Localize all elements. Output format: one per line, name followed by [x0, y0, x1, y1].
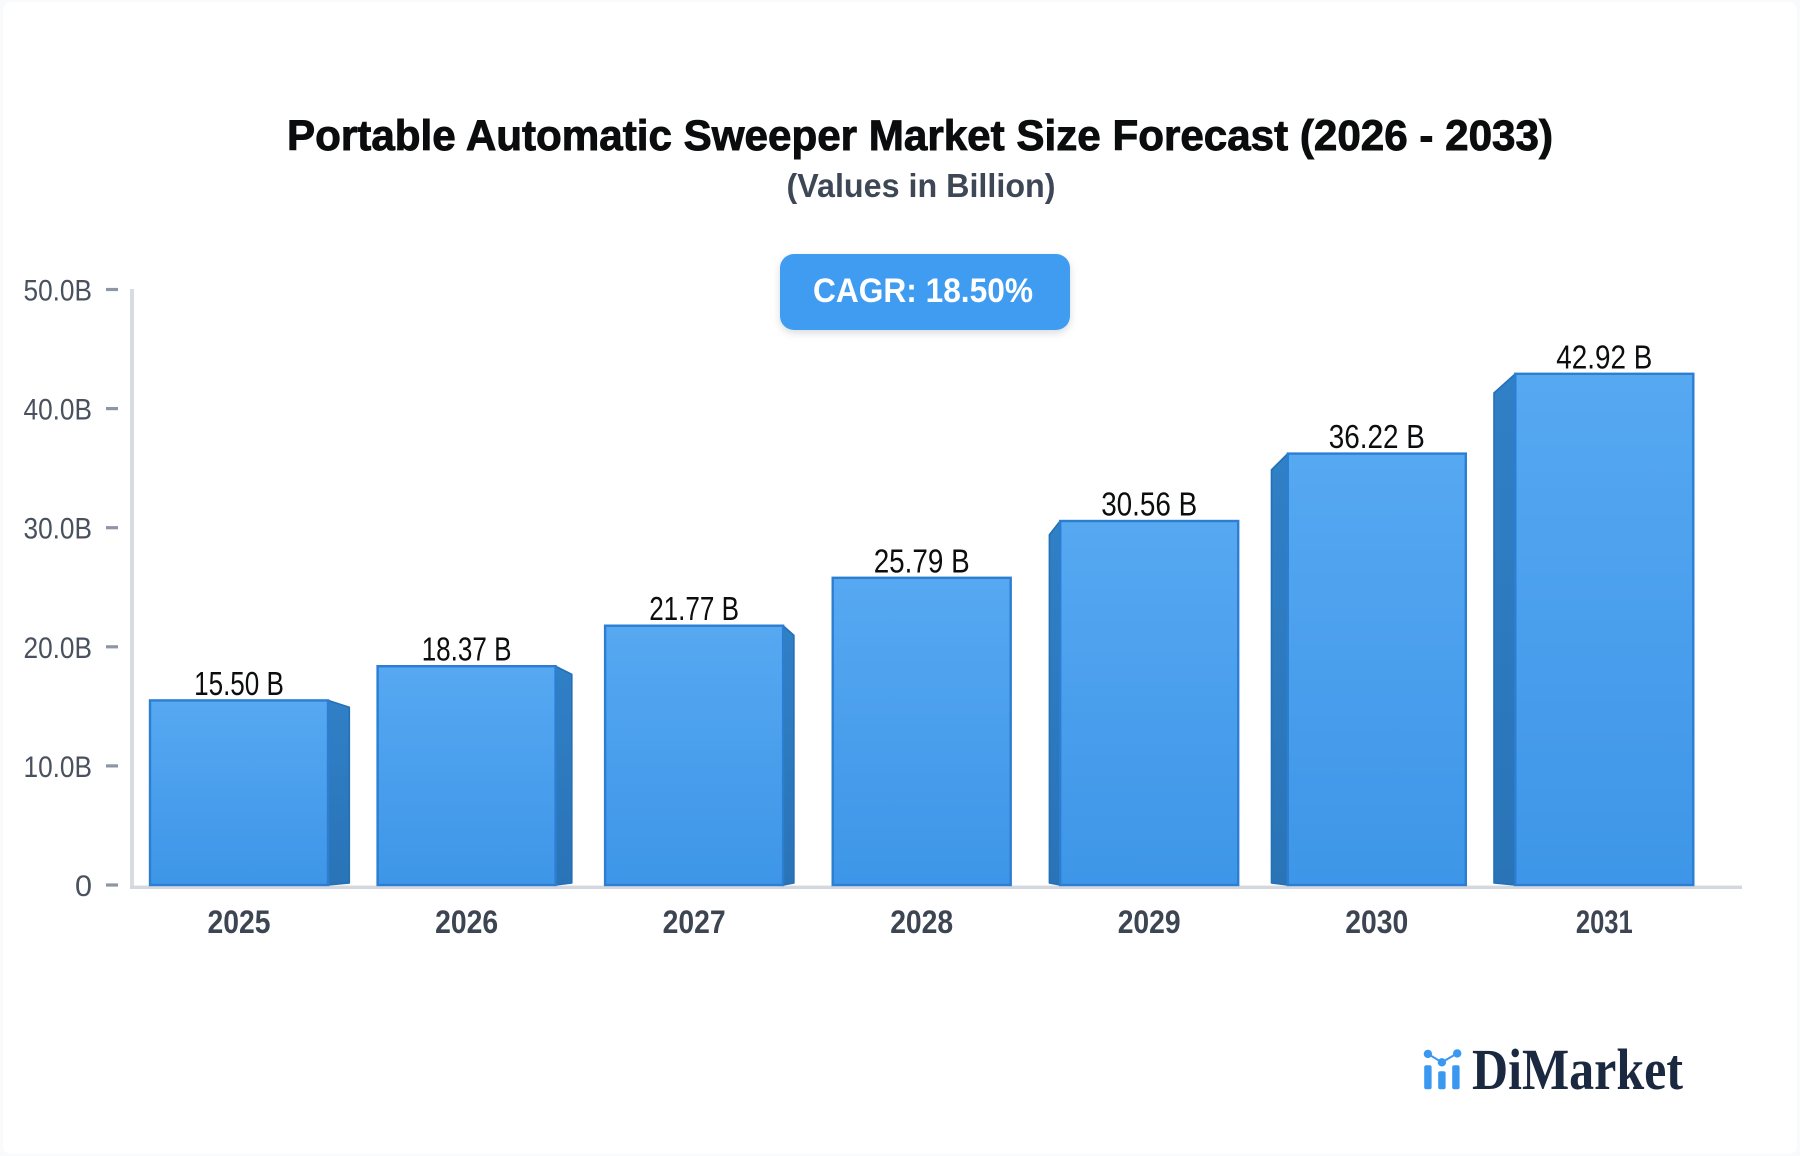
svg-text:Portable Automatic Sweeper Mar: Portable Automatic Sweeper Market Size F…	[287, 112, 1553, 160]
svg-text:2026: 2026	[435, 904, 498, 940]
svg-text:18.37 B: 18.37 B	[422, 631, 512, 668]
svg-text:DiMarket: DiMarket	[1472, 1037, 1684, 1102]
svg-text:15.50 B: 15.50 B	[194, 665, 284, 702]
svg-text:30.0B: 30.0B	[24, 513, 93, 546]
svg-text:42.92 B: 42.92 B	[1556, 338, 1652, 375]
svg-text:50.0B: 50.0B	[24, 275, 93, 308]
svg-text:2029: 2029	[1118, 904, 1181, 940]
svg-text:21.77 B: 21.77 B	[649, 590, 739, 627]
svg-text:2027: 2027	[663, 904, 726, 940]
svg-text:2031: 2031	[1576, 904, 1633, 940]
svg-text:25.79 B: 25.79 B	[874, 542, 970, 579]
svg-text:2030: 2030	[1345, 904, 1408, 940]
svg-text:20.0B: 20.0B	[24, 632, 93, 665]
svg-text:2028: 2028	[890, 904, 953, 940]
svg-text:40.0B: 40.0B	[24, 394, 93, 427]
svg-text:2025: 2025	[208, 904, 271, 940]
svg-text:0: 0	[75, 870, 92, 903]
svg-text:(Values in Billion): (Values in Billion)	[787, 167, 1056, 204]
svg-text:10.0B: 10.0B	[24, 751, 93, 784]
svg-text:30.56 B: 30.56 B	[1101, 486, 1197, 523]
svg-text:CAGR: 18.50%: CAGR: 18.50%	[813, 272, 1033, 310]
svg-text:36.22 B: 36.22 B	[1329, 418, 1425, 455]
